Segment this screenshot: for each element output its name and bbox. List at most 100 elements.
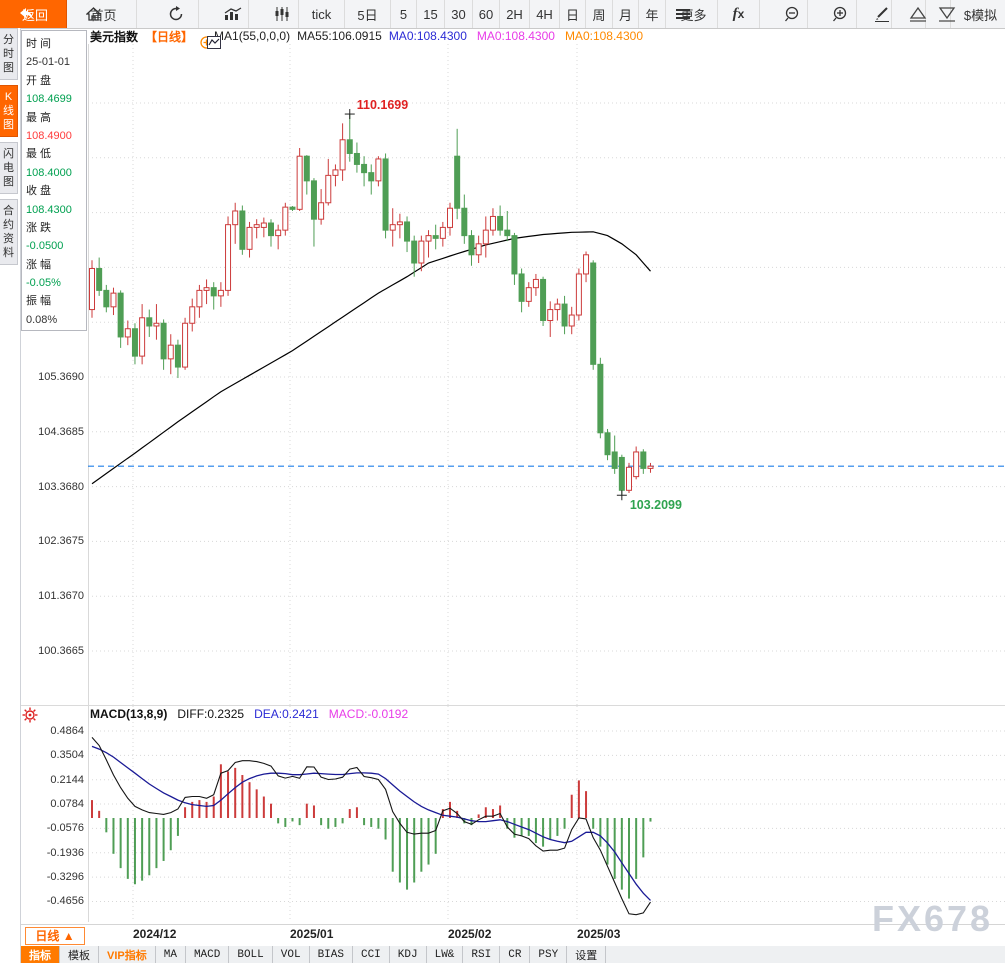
interval-4h-button[interactable]: 4H (530, 0, 560, 28)
date-axis-label: 2025/03 (577, 927, 621, 941)
interval-5-button[interactable]: 5 (391, 0, 417, 28)
tab-macd[interactable]: MACD (186, 946, 230, 963)
draw-button[interactable] (857, 0, 892, 28)
info-value: 0.08% (26, 313, 58, 326)
plot-left-border (88, 44, 89, 922)
interval-year-button[interactable]: 年 (639, 0, 666, 28)
macd-axis-label: -0.3296 (46, 871, 84, 884)
info-label: 涨 幅 (26, 258, 52, 271)
back-button[interactable]: 返回 (0, 0, 67, 28)
candle-style-button[interactable] (249, 0, 299, 28)
macd-axis-label: 0.3504 (50, 749, 84, 762)
ma55-value: MA55:106.0915 (297, 29, 382, 43)
interval-day-button[interactable]: 日 (560, 0, 586, 28)
refresh-button[interactable] (137, 0, 199, 28)
macd-axis-label: 0.2144 (50, 773, 84, 786)
info-label: 最 高 (26, 111, 52, 124)
sidebar-tab-contract-info[interactable]: 合 约 资 料 (0, 199, 18, 265)
sim-trade-button[interactable]: $模拟 (951, 0, 1005, 28)
date-axis-label: 2024/12 (133, 927, 177, 941)
info-value: 108.4699 (26, 93, 72, 106)
toolbar-button-label: $模拟 (963, 7, 998, 23)
interval-15-button[interactable]: 15 (417, 0, 445, 28)
info-value: 108.4900 (26, 129, 72, 142)
info-value: 108.4300 (26, 203, 72, 216)
toolbar-button-label: tick (311, 6, 332, 22)
tab-boll[interactable]: BOLL (229, 946, 273, 963)
chart-style-button[interactable] (199, 0, 249, 28)
toolbar-button-label: 5日 (357, 7, 378, 23)
interval-month-button[interactable]: 月 (613, 0, 639, 28)
ma-values: MA0:108.4300 MA0:108.4300 MA0:108.4300 (389, 29, 643, 43)
tab-cr[interactable]: CR (500, 946, 531, 963)
info-value: -0.05% (26, 277, 61, 290)
tab-psy[interactable]: PSY (530, 946, 568, 963)
ma-value: MA0:108.4300 (564, 29, 643, 43)
tab-cci[interactable]: CCI (353, 946, 390, 963)
date-axis-label: 2025/02 (448, 927, 492, 941)
ma-setting: MA1(55,0,0,0) (214, 29, 291, 43)
price-axis-label: 103.3680 (38, 480, 84, 493)
price-axis-label: 105.3690 (38, 371, 84, 383)
info-label: 开 盘 (26, 74, 52, 87)
tab-template[interactable]: 模板 (60, 946, 99, 963)
macd-diff-value: DIFF:0.2325 (177, 707, 245, 721)
home-button[interactable]: 首页 (67, 0, 137, 28)
more-button[interactable]: 更多 (666, 0, 718, 28)
toolbar-button-label: 返回 (21, 7, 48, 23)
macd-dea-value: DEA:0.2421 (254, 707, 319, 721)
svg-text:103.2099: 103.2099 (630, 498, 682, 512)
triangle-down-button[interactable] (926, 0, 956, 28)
triangle-up-button[interactable] (892, 0, 926, 28)
interval-2h-button[interactable]: 2H (500, 0, 530, 28)
info-label: 振 幅 (26, 295, 52, 308)
info-value: -0.0500 (26, 240, 64, 253)
tab-indicator[interactable]: 指标 (21, 946, 60, 963)
interval-5d-button[interactable]: 5日 (345, 0, 391, 28)
ma-value: MA0:108.4300 (388, 29, 467, 43)
toolbar-button-label: 周 (592, 7, 606, 23)
tab-vol[interactable]: VOL (273, 946, 310, 963)
tab-rsi[interactable]: RSI (463, 946, 501, 963)
zoom-out-button[interactable] (760, 0, 808, 28)
toolbar-button-label: 30 (451, 6, 466, 22)
chart-header: 美元指数 【日线】 MA1(55,0,0,0) MA55:106.0915 MA… (90, 28, 643, 49)
period-label: 【日线】 (145, 29, 194, 44)
toolbar-button-label: 5 (399, 6, 408, 22)
info-value: 25-01-01 (26, 56, 71, 69)
top-toolbar: 返回 首页 tick 5日 5 15 30 60 2H 4H 日周月年更多 f x $模拟 (0, 0, 1005, 29)
interval-30-button[interactable]: 30 (445, 0, 473, 28)
tab-settings[interactable]: 设置 (567, 946, 607, 963)
sidebar-tab-timeshare[interactable]: 分 时 图 (0, 28, 18, 80)
info-value: 108.4000 (26, 166, 72, 179)
macd-indicator-plot[interactable] (88, 706, 1005, 922)
macd-header: MACD(13,8,9) DIFF:0.2325 DEA:0.2421 MACD… (90, 707, 408, 721)
sidebar-tab-kline[interactable]: K 线 图 (0, 85, 18, 137)
interval-tick-button[interactable]: tick (299, 0, 345, 28)
tab-vip-indicator[interactable]: VIP指标 (99, 946, 156, 963)
main-candlestick-plot[interactable]: 110.1699 103.2099 (88, 44, 1005, 705)
macd-axis-label: -0.4656 (46, 895, 84, 908)
macd-title: MACD(13,8,9) (90, 707, 168, 721)
toolbar-button-label: 4H (536, 6, 553, 22)
tab-ma[interactable]: MA (156, 946, 186, 963)
date-axis-label: 2025/01 (290, 927, 334, 941)
macd-axis-label: -0.1936 (46, 846, 84, 859)
toolbar-button-label: 月 (618, 7, 632, 23)
svg-text:110.1699: 110.1699 (357, 98, 408, 112)
tab-bias[interactable]: BIAS (310, 946, 353, 963)
sidebar-tab-lightning[interactable]: 闪 电 图 (0, 142, 18, 194)
macd-hist-value: MACD:-0.0192 (328, 707, 409, 721)
info-label: 涨 跌 (26, 221, 52, 234)
zoom-in-button[interactable] (808, 0, 857, 28)
tab-kdj[interactable]: KDJ (390, 946, 427, 963)
toolbar-button-label: 15 (423, 6, 438, 22)
chart-type-sidebar: 分 时 图 K 线 图闪 电 图合 约 资 料 (0, 28, 21, 963)
interval-60-button[interactable]: 60 (473, 0, 500, 28)
period-dropdown-button[interactable]: 日线 ▲ (25, 927, 85, 945)
price-axis-label: 102.3675 (38, 535, 84, 548)
interval-week-button[interactable]: 周 (586, 0, 613, 28)
tab-lw[interactable]: LW& (427, 946, 464, 963)
